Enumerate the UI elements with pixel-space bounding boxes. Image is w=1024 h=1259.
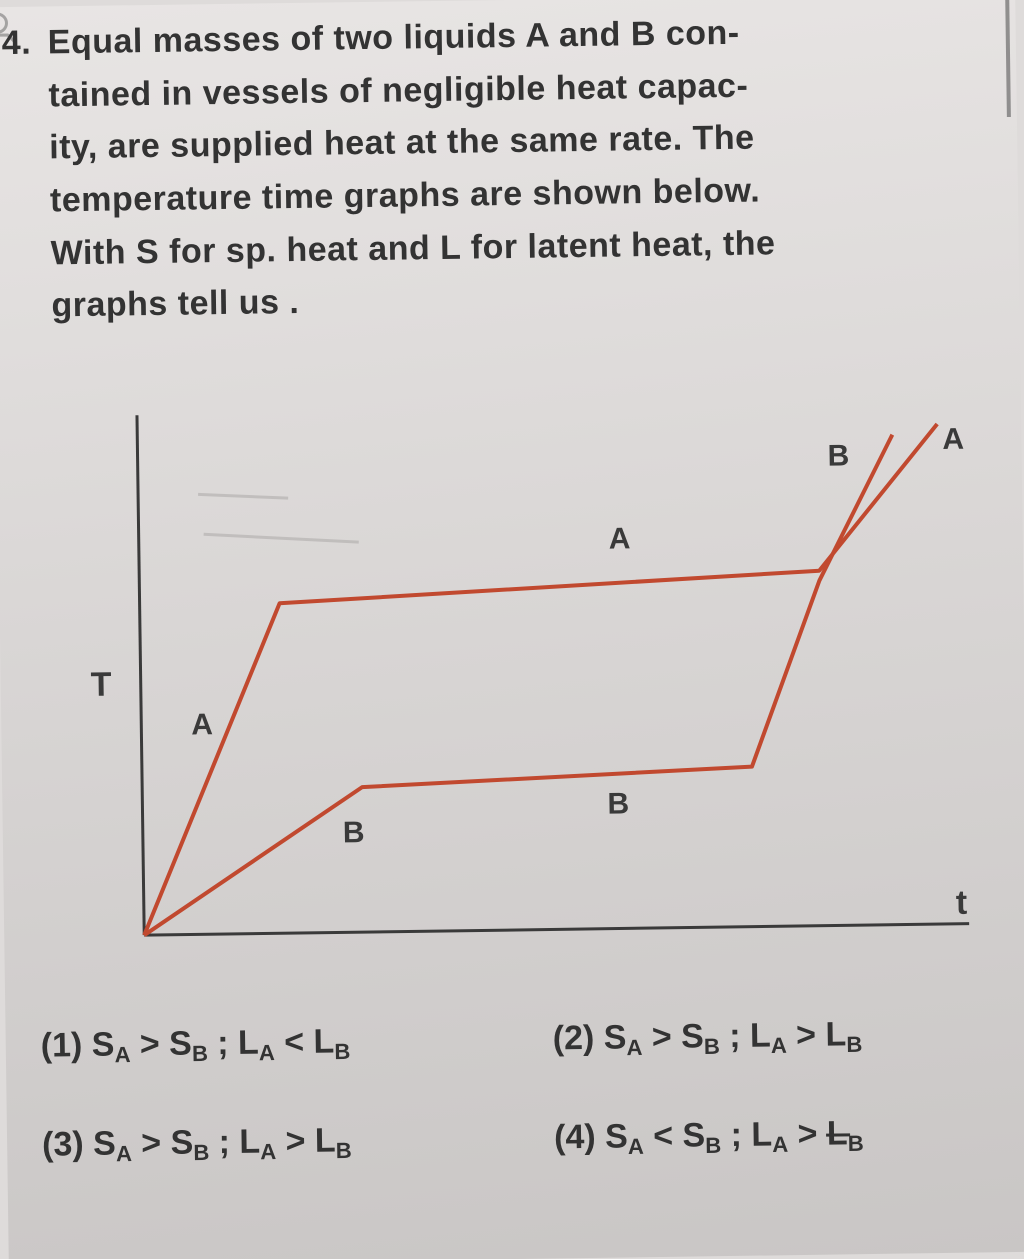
option-4-text: SA < SB ; LA > LB	[605, 1114, 864, 1156]
question-number: 4.	[1, 16, 48, 69]
option-3-num: (3)	[42, 1125, 94, 1164]
option-3-text: SA > SB ; LA > LB	[93, 1121, 352, 1163]
option-2: (2) SA > SB ; LA > LB	[552, 1013, 1005, 1062]
x-axis-label: t	[956, 884, 968, 922]
option-3: (3) SA > SB ; LA > LB	[42, 1119, 495, 1168]
page-right-border	[1005, 0, 1011, 117]
question-line-1: Equal masses of two liquids A and B con-	[47, 14, 739, 62]
smudge-mark	[198, 493, 288, 499]
strikethrough-mark	[826, 1133, 850, 1136]
option-4: (4) SA < SB ; LA > LB	[554, 1112, 1007, 1161]
y-axis-label: T	[90, 666, 112, 704]
option-2-text: SA > SB ; LA > LB	[603, 1015, 862, 1057]
chart-label-a: A	[942, 423, 964, 456]
question-line-2: tained in vessels of negligible heat cap…	[48, 59, 748, 121]
option-2-num: (2)	[552, 1019, 604, 1058]
smudge-mark	[204, 532, 359, 544]
chart-labels-a: A A A	[187, 423, 968, 742]
option-1-text: SA > SB ; LA < LB	[91, 1022, 350, 1064]
chart-label-b: B	[607, 787, 629, 820]
page: 4.Equal masses of two liquids A and B co…	[0, 0, 1024, 1259]
question-text: 4.Equal masses of two liquids A and B co…	[1, 3, 999, 333]
chart-series-b	[137, 435, 899, 935]
chart-label-b: B	[343, 816, 365, 849]
question-line-5: With S for sp. heat and L for latent hea…	[50, 217, 775, 280]
option-1: (1) SA > SB ; LA < LB	[40, 1020, 493, 1069]
chart-label-a: A	[609, 522, 631, 555]
chart-label-a: A	[191, 708, 213, 741]
chart-label-b: B	[827, 439, 849, 472]
options-grid: (1) SA > SB ; LA < LB (2) SA > SB ; LA >…	[40, 1013, 1006, 1168]
option-1-num: (1)	[40, 1026, 92, 1065]
chart-labels-b: B B B	[337, 439, 854, 849]
chart-svg: T t A A A B B B	[57, 393, 985, 981]
option-4-num: (4)	[554, 1117, 606, 1156]
temperature-time-chart: T t A A A B B B	[57, 393, 985, 981]
question-line-6: graphs tell us .	[51, 276, 300, 332]
